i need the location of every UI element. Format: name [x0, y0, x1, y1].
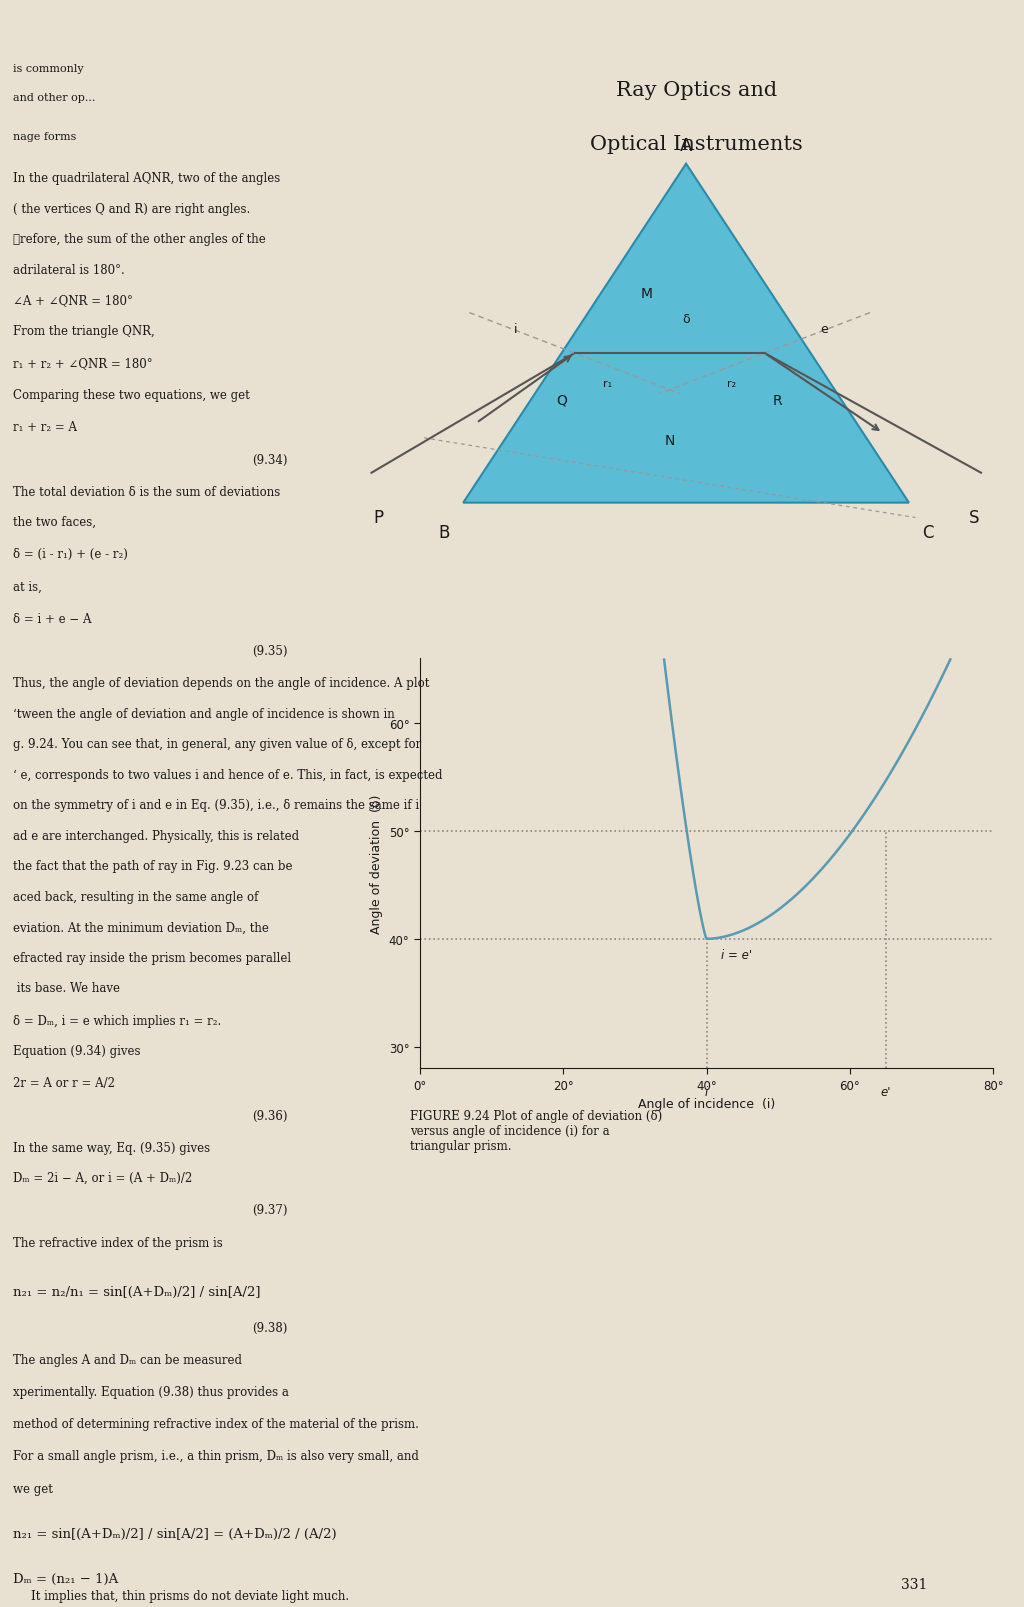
Text: δ = (i - r₁) + (e - r₂): δ = (i - r₁) + (e - r₂) [12, 548, 127, 561]
Text: Dₘ = 2i − A, or i = (A + Dₘ)/2: Dₘ = 2i − A, or i = (A + Dₘ)/2 [12, 1172, 191, 1184]
Text: FIGURE 9.24 Plot of angle of deviation (δ)
versus angle of incidence (i) for a
t: FIGURE 9.24 Plot of angle of deviation (… [410, 1109, 662, 1152]
Text: i = e': i = e' [721, 948, 752, 961]
Text: r₁: r₁ [603, 379, 612, 389]
Text: For a small angle prism, i.e., a thin prism, Dₘ is also very small, and: For a small angle prism, i.e., a thin pr… [12, 1450, 419, 1462]
Text: δ: δ [682, 312, 690, 326]
Polygon shape [463, 164, 909, 503]
Text: 2r = A or r = A/2: 2r = A or r = A/2 [12, 1077, 115, 1090]
Text: In the same way, Eq. (9.35) gives: In the same way, Eq. (9.35) gives [12, 1141, 210, 1154]
Text: i: i [705, 1085, 709, 1098]
Text: In the quadrilateral AQNR, two of the angles: In the quadrilateral AQNR, two of the an… [12, 172, 280, 185]
Text: xperimentally. Equation (9.38) thus provides a: xperimentally. Equation (9.38) thus prov… [12, 1385, 289, 1398]
Text: method of determining refractive index of the material of the prism.: method of determining refractive index o… [12, 1417, 419, 1430]
Text: e: e [820, 323, 827, 336]
Text: (9.38): (9.38) [252, 1321, 288, 1334]
Text: on the symmetry of i and e in Eq. (9.35), i.e., δ remains the same if i: on the symmetry of i and e in Eq. (9.35)… [12, 799, 419, 812]
Text: Equation (9.34) gives: Equation (9.34) gives [12, 1045, 140, 1057]
X-axis label: Angle of incidence  (i): Angle of incidence (i) [638, 1098, 775, 1110]
Text: (9.37): (9.37) [252, 1204, 288, 1216]
Text: C: C [922, 524, 934, 542]
Text: e': e' [881, 1085, 891, 1098]
Text: δ = i + e − A: δ = i + e − A [12, 612, 91, 625]
Text: δ = Dₘ, i = e which implies r₁ = r₂.: δ = Dₘ, i = e which implies r₁ = r₂. [12, 1014, 221, 1027]
Text: The refractive index of the prism is: The refractive index of the prism is [12, 1236, 222, 1249]
Text: Optical Instruments: Optical Instruments [590, 135, 803, 154]
Text: efracted ray inside the prism becomes parallel: efracted ray inside the prism becomes pa… [12, 951, 291, 964]
Text: P: P [373, 508, 383, 525]
Text: From the triangle QNR,: From the triangle QNR, [12, 325, 155, 337]
Text: r₁ + r₂ = A: r₁ + r₂ = A [12, 421, 77, 434]
Text: n₂₁ = n₂/n₁ = sin[(A+Dₘ)/2] / sin[A/2]: n₂₁ = n₂/n₁ = sin[(A+Dₘ)/2] / sin[A/2] [12, 1286, 260, 1298]
Text: Ray Optics and: Ray Optics and [615, 80, 777, 100]
Text: N: N [665, 434, 675, 448]
Text: Thus, the angle of deviation depends on the angle of incidence. A plot: Thus, the angle of deviation depends on … [12, 677, 429, 689]
Text: R: R [773, 394, 782, 408]
Text: The total deviation δ is the sum of deviations: The total deviation δ is the sum of devi… [12, 485, 280, 498]
Text: Comparing these two equations, we get: Comparing these two equations, we get [12, 389, 250, 402]
Text: the two faces,: the two faces, [12, 516, 95, 529]
Text: n₂₁ = sin[(A+Dₘ)/2] / sin[A/2] = (A+Dₘ)/2 / (A/2): n₂₁ = sin[(A+Dₘ)/2] / sin[A/2] = (A+Dₘ)/… [12, 1527, 336, 1540]
Text: r₁ + r₂ + ∠QNR = 180°: r₁ + r₂ + ∠QNR = 180° [12, 357, 153, 370]
Text: g. 9.24. You can see that, in general, any given value of δ, except for: g. 9.24. You can see that, in general, a… [12, 738, 421, 750]
Text: i: i [514, 323, 517, 336]
Text: the fact that the path of ray in Fig. 9.23 can be: the fact that the path of ray in Fig. 9.… [12, 860, 292, 873]
Text: (9.35): (9.35) [252, 644, 288, 657]
Text: ( the vertices Q and R) are right angles.: ( the vertices Q and R) are right angles… [12, 202, 250, 215]
Text: we get: we get [12, 1482, 52, 1495]
Y-axis label: Angle of deviation  (δ): Angle of deviation (δ) [370, 794, 383, 934]
Text: r₂: r₂ [727, 379, 736, 389]
Text: ‘ e, corresponds to two values i and hence of e. This, in fact, is expected: ‘ e, corresponds to two values i and hen… [12, 768, 442, 781]
Text: is commonly: is commonly [12, 64, 83, 74]
Text: (9.36): (9.36) [252, 1109, 288, 1122]
Text: (9.34): (9.34) [252, 453, 288, 466]
Text: aced back, resulting in the same angle of: aced back, resulting in the same angle o… [12, 890, 258, 903]
Text: 331: 331 [901, 1576, 928, 1591]
Text: B: B [438, 524, 451, 542]
Text: its base. We have: its base. We have [12, 982, 120, 995]
Text: and other op...: and other op... [12, 93, 95, 103]
Text: FIGURE 9.23 A ray of light passing through
a triangular glass prism.: FIGURE 9.23 A ray of light passing throu… [547, 683, 825, 710]
Text: ∠A + ∠QNR = 180°: ∠A + ∠QNR = 180° [12, 294, 132, 307]
Text: nage forms: nage forms [12, 132, 76, 141]
Text: It implies that, thin prisms do not deviate light much.: It implies that, thin prisms do not devi… [31, 1589, 349, 1602]
Text: ∴refore, the sum of the other angles of the: ∴refore, the sum of the other angles of … [12, 233, 265, 246]
Text: A: A [680, 137, 692, 154]
Text: ad e are interchanged. Physically, this is related: ad e are interchanged. Physically, this … [12, 829, 299, 842]
Text: The angles A and Dₘ can be measured: The angles A and Dₘ can be measured [12, 1353, 242, 1366]
Text: ‘tween the angle of deviation and angle of incidence is shown in: ‘tween the angle of deviation and angle … [12, 707, 394, 720]
Text: at is,: at is, [12, 580, 41, 593]
Text: eviation. At the minimum deviation Dₘ, the: eviation. At the minimum deviation Dₘ, t… [12, 921, 268, 934]
Text: Dₘ = (n₂₁ − 1)A: Dₘ = (n₂₁ − 1)A [12, 1572, 118, 1585]
Text: adrilateral is 180°.: adrilateral is 180°. [12, 264, 124, 276]
Text: S: S [969, 508, 980, 525]
Text: M: M [641, 288, 652, 301]
Text: Q: Q [556, 394, 567, 408]
